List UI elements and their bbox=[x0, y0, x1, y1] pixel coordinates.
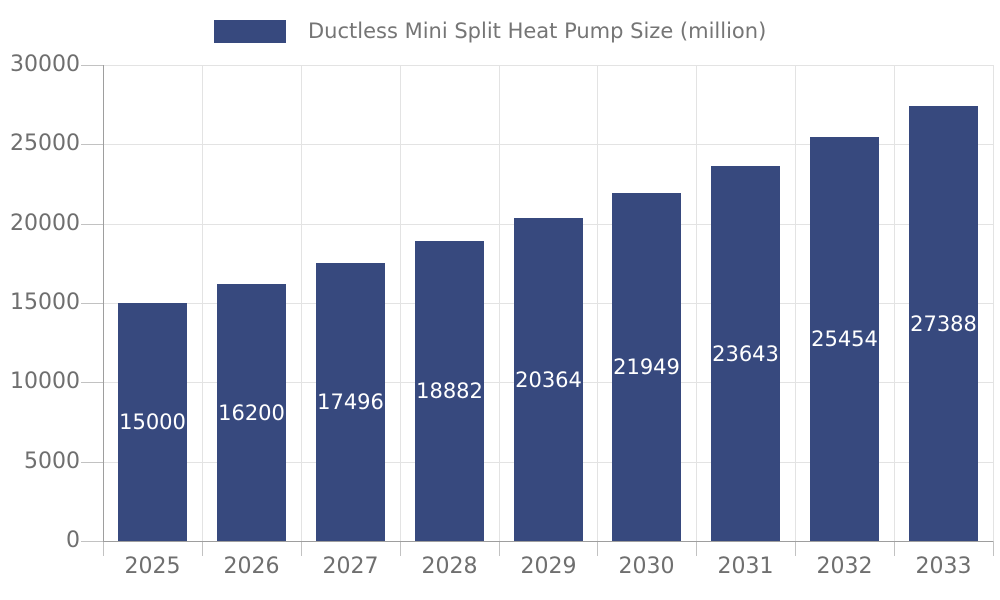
y-axis-tick-label: 15000 bbox=[10, 290, 80, 315]
bar-2031[interactable]: 23643 bbox=[711, 166, 780, 541]
v-gridline bbox=[400, 65, 401, 541]
v-gridline bbox=[597, 65, 598, 541]
bar-value-label: 18882 bbox=[416, 379, 483, 403]
v-gridline bbox=[795, 65, 796, 541]
x-axis-tick-label: 2031 bbox=[717, 554, 774, 579]
y-axis-tick bbox=[81, 65, 103, 66]
x-axis-tick-label: 2033 bbox=[915, 554, 972, 579]
v-gridline bbox=[202, 65, 203, 541]
x-axis-tick-label: 2027 bbox=[322, 554, 379, 579]
x-axis-tick bbox=[894, 541, 895, 556]
bar-value-label: 20364 bbox=[515, 367, 582, 392]
y-axis-line bbox=[103, 65, 104, 541]
bar-value-label: 21949 bbox=[613, 355, 680, 379]
bar-2025[interactable]: 15000 bbox=[118, 303, 187, 541]
y-axis-tick bbox=[81, 303, 103, 304]
v-gridline bbox=[993, 65, 994, 541]
legend-label: Ductless Mini Split Heat Pump Size (mill… bbox=[308, 19, 767, 43]
h-gridline bbox=[103, 144, 993, 145]
y-axis-tick-label: 20000 bbox=[10, 211, 80, 236]
y-axis-tick bbox=[81, 224, 103, 225]
y-axis-tick-label: 5000 bbox=[24, 449, 80, 474]
bar-value-label: 17496 bbox=[317, 390, 384, 414]
x-axis-tick-label: 2025 bbox=[124, 554, 181, 579]
x-axis-tick bbox=[993, 541, 994, 556]
bar-value-label: 25454 bbox=[811, 327, 878, 351]
bar-2028[interactable]: 18882 bbox=[415, 241, 484, 541]
x-axis-tick-label: 2032 bbox=[816, 554, 873, 579]
h-gridline bbox=[103, 65, 993, 66]
v-gridline bbox=[301, 65, 302, 541]
x-axis-tick bbox=[202, 541, 203, 556]
legend-item[interactable]: Ductless Mini Split Heat Pump Size (mill… bbox=[214, 19, 766, 43]
bar-value-label: 27388 bbox=[910, 311, 977, 336]
y-axis-tick bbox=[81, 541, 103, 542]
x-axis-tick bbox=[499, 541, 500, 556]
bar-2026[interactable]: 16200 bbox=[217, 284, 286, 541]
v-gridline bbox=[894, 65, 895, 541]
y-axis-tick bbox=[81, 382, 103, 383]
x-axis-tick-label: 2028 bbox=[421, 554, 478, 579]
bar-2033[interactable]: 27388 bbox=[909, 106, 978, 541]
y-axis-tick-label: 30000 bbox=[10, 52, 80, 77]
y-axis-tick-label: 0 bbox=[66, 528, 80, 553]
v-gridline bbox=[696, 65, 697, 541]
bar-value-label: 15000 bbox=[119, 410, 186, 434]
y-axis-tick-label: 10000 bbox=[10, 369, 80, 394]
y-axis-tick-label: 25000 bbox=[10, 131, 80, 156]
x-axis-tick bbox=[400, 541, 401, 556]
x-axis-tick-label: 2026 bbox=[223, 554, 280, 579]
x-axis-line bbox=[103, 541, 993, 542]
x-axis-tick bbox=[597, 541, 598, 556]
bar-value-label: 16200 bbox=[218, 400, 285, 425]
x-axis-tick-label: 2030 bbox=[618, 554, 675, 579]
y-axis-tick bbox=[81, 462, 103, 463]
x-axis-tick bbox=[103, 541, 104, 556]
bar-2032[interactable]: 25454 bbox=[810, 137, 879, 541]
x-axis-tick bbox=[795, 541, 796, 556]
x-axis-tick bbox=[696, 541, 697, 556]
x-axis-tick-label: 2029 bbox=[520, 554, 577, 579]
legend-swatch bbox=[214, 19, 286, 43]
v-gridline bbox=[499, 65, 500, 541]
y-axis-tick bbox=[81, 144, 103, 145]
bar-2030[interactable]: 21949 bbox=[612, 193, 681, 541]
bar-value-label: 23643 bbox=[712, 341, 779, 366]
bar-2029[interactable]: 20364 bbox=[514, 218, 583, 541]
x-axis-tick bbox=[301, 541, 302, 556]
bar-2027[interactable]: 17496 bbox=[316, 263, 385, 541]
